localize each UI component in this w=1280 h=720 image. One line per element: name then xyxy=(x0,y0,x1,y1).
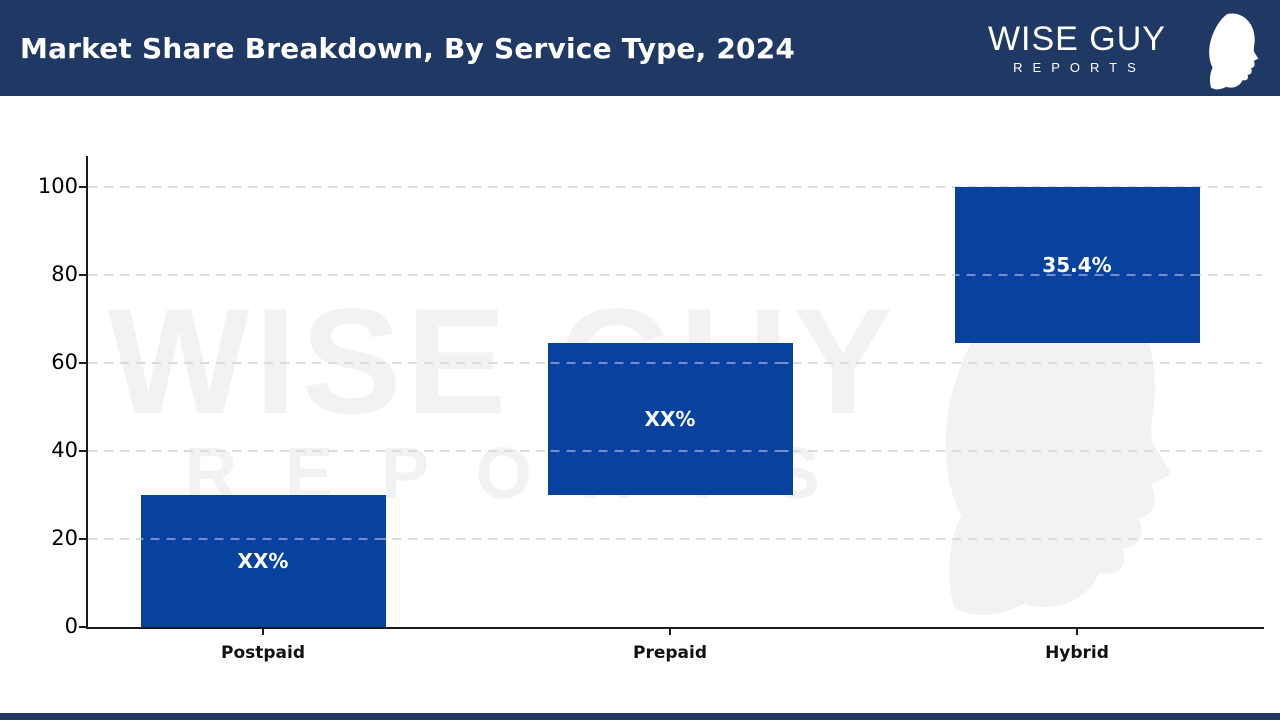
bar: XX% xyxy=(140,495,386,627)
y-tick-label: 80 xyxy=(51,262,78,286)
x-tick-mark xyxy=(669,629,671,635)
y-tick-mark xyxy=(79,186,86,188)
x-tick-mark xyxy=(1076,629,1078,635)
y-tick-mark xyxy=(79,450,86,452)
bar-value-label: XX% xyxy=(644,406,696,431)
gridline-over-bar xyxy=(954,274,1200,276)
gridline xyxy=(88,274,1262,276)
bar-value-label: XX% xyxy=(237,549,289,573)
chart-plot-area: WISE GUY R E P O R T S 0 20 40 60 80 100 XX% Po… xyxy=(0,96,1280,713)
brand-subtitle: REPORTS xyxy=(1013,59,1146,75)
gridline xyxy=(88,186,1262,188)
y-axis-line xyxy=(86,156,88,629)
bar: XX% xyxy=(547,342,793,495)
header-bar: Market Share Breakdown, By Service Type,… xyxy=(0,0,1280,96)
y-tick-mark xyxy=(79,538,86,540)
x-tick-mark xyxy=(262,629,264,635)
chart-title: Market Share Breakdown, By Service Type,… xyxy=(20,31,796,65)
footer-bar xyxy=(0,713,1280,720)
brand-name: WISE GUY xyxy=(987,19,1166,58)
y-tick-label: 20 xyxy=(51,526,78,550)
y-tick-label: 40 xyxy=(51,438,78,462)
x-axis-line xyxy=(86,627,1264,629)
brand-head-icon xyxy=(1209,13,1259,89)
brand-logo: WISE GUY REPORTS xyxy=(988,6,1264,91)
gridline xyxy=(88,538,1262,540)
gridline-over-bar xyxy=(140,538,386,540)
bar: 35.4% xyxy=(954,187,1200,343)
y-tick-label: 60 xyxy=(51,350,78,374)
y-tick-mark xyxy=(79,362,86,364)
bar-value-label: 35.4% xyxy=(1042,252,1112,277)
x-axis-label: Hybrid xyxy=(1045,643,1109,663)
y-tick-mark xyxy=(79,274,86,276)
x-axis-label: Postpaid xyxy=(220,643,306,663)
gridline-over-bar xyxy=(547,449,793,452)
x-axis-label: Prepaid xyxy=(632,643,707,663)
y-tick-label: 0 xyxy=(64,614,78,638)
y-tick-label: 100 xyxy=(37,174,78,198)
y-tick-mark xyxy=(79,626,86,628)
gridline-over-bar xyxy=(547,361,793,364)
brand-logo-text: WISE GUY REPORTS xyxy=(988,22,1166,75)
